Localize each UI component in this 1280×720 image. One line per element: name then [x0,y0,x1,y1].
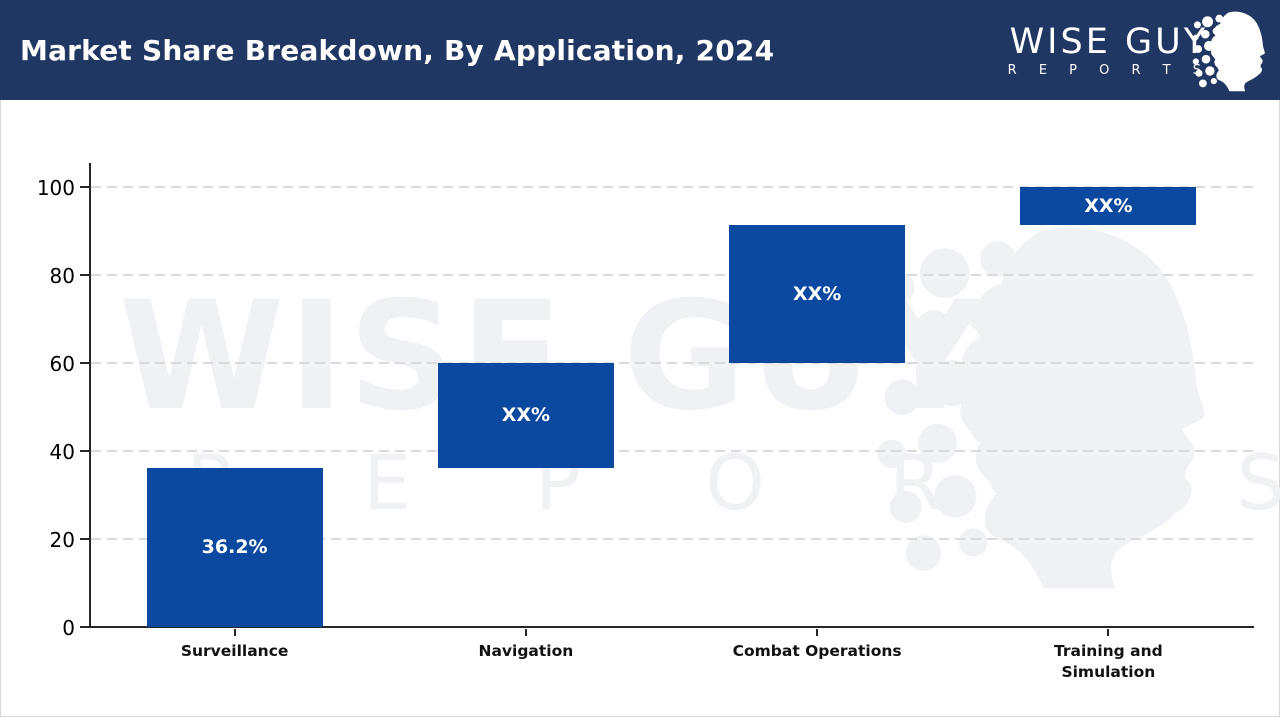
y-axis-tick [80,185,89,188]
x-axis-tick [233,629,236,636]
bar-value-label: XX% [501,404,551,427]
x-axis-line [86,625,1254,628]
bar-value-label: 36.2% [201,536,268,559]
logo-text: WISE GUY R E P O R T S [1008,24,1210,78]
gridline [91,185,1254,188]
y-axis-line [89,163,91,627]
wise-guy-reports-logo: WISE GUY R E P O R T S [1008,10,1272,92]
x-axis-category-label: Combat Operations [732,642,902,660]
y-axis-tick [80,626,89,628]
y-axis-tick-label: 0 [62,616,75,640]
y-axis-tick [80,537,89,540]
bar-navigation: XX% [437,362,614,468]
x-axis-category-label: Surveillance [180,642,289,660]
plot-area: 0 20 40 60 80 100 36.2% Surveillance XX% Navigati… [37,163,1254,681]
gridline [91,449,1254,452]
bar-combat-operations: XX% [729,224,906,363]
x-axis-category-label: Navigation [478,642,574,660]
header-bar: Market Share Breakdown, By Application, … [0,0,1280,100]
x-axis-tick [524,629,527,636]
logo-wordmark: WISE GUY [1009,22,1209,63]
y-axis-tick [80,361,89,364]
logo-subtitle: R E P O R T S [1007,62,1210,78]
y-axis-tick-label: 80 [49,263,75,288]
y-axis-tick [80,273,89,276]
bar-value-label: XX% [792,282,842,305]
y-axis-tick-label: 20 [49,527,75,552]
gridline [91,361,1254,364]
gridline [91,273,1254,276]
x-axis-tick [1107,629,1110,636]
y-axis-tick-label: 40 [49,439,75,464]
x-axis-tick [816,629,819,636]
x-axis-category-label: Training and Simulation [1054,642,1163,681]
bar-value-label: XX% [1084,194,1133,217]
bar-training-and-simulation: XX% [1020,186,1197,225]
page-title: Market Share Breakdown, By Application, … [20,33,775,67]
bar-surveillance: 36.2% [146,467,323,627]
gridline [91,537,1254,540]
chart-card: WISE GUY R E P O R T S 0 20 40 60 80 100 36.2%… [0,100,1280,717]
y-axis-tick-label: 60 [49,351,75,376]
y-axis-tick [80,449,89,452]
y-axis-tick-label: 100 [36,175,75,200]
